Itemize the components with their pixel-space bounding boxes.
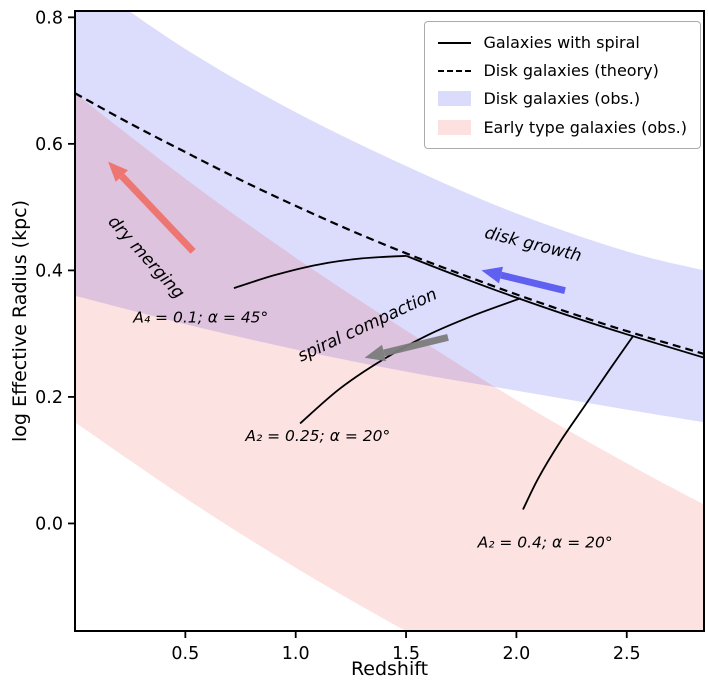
legend-item: Disk galaxies (obs.) [438, 89, 687, 108]
disk-galaxies-obs-band [75, 11, 704, 423]
axis-ticks: 0.5 1.0 1.5 2.0 2.5 0.0 0.2 0.4 0.6 0.8 [35, 8, 641, 664]
y-axis-label: log Effective Radius (kpc) [9, 199, 31, 443]
track-label-a4: A₄ = 0.1; α = 45° [132, 308, 268, 326]
legend-item: Galaxies with spiral [438, 33, 687, 52]
legend-swatch-line-solid [438, 41, 472, 44]
legend-swatch-patch [438, 119, 472, 135]
legend-swatch-patch [438, 91, 472, 107]
legend-item: Disk galaxies (theory) [438, 61, 687, 80]
dry-merging-arrow [108, 161, 196, 254]
track-label-a2-025: A₂ = 0.25; α = 20° [244, 427, 390, 445]
x-tick-label: 0.5 [171, 644, 199, 664]
track-a4-line [233, 254, 407, 289]
x-tick-label: 2.5 [613, 644, 641, 664]
spiral-compaction-arrow [364, 333, 449, 362]
legend-label: Early type galaxies (obs.) [483, 117, 687, 137]
y-tick-label: 0.6 [35, 135, 63, 155]
track-label-a2-04: A₂ = 0.4; α = 20° [477, 534, 613, 552]
legend: Galaxies with spiral Disk galaxies (theor… [424, 21, 701, 149]
spiral-main-line [405, 254, 704, 359]
y-tick-label: 0.8 [35, 8, 63, 28]
legend-label: Galaxies with spiral [483, 33, 640, 52]
theory-line [75, 92, 704, 355]
legend-swatch-line-dashed [438, 69, 472, 72]
legend-label: Disk galaxies (obs.) [483, 89, 641, 109]
early-type-galaxies-obs-band [75, 93, 704, 631]
x-tick-label: 1.5 [392, 644, 420, 664]
x-tick-label: 2.0 [502, 644, 530, 664]
disk-growth-arrow [481, 266, 566, 295]
legend-label: Disk galaxies (theory) [483, 61, 659, 81]
y-tick-label: 0.4 [35, 261, 63, 281]
track-a2-04-line [522, 335, 635, 510]
x-axis-label: Redshift [350, 658, 429, 680]
legend-item: Early type galaxies (obs.) [438, 118, 687, 137]
y-tick-label: 0.2 [35, 388, 63, 408]
x-tick-label: 1.0 [282, 644, 310, 664]
plot-area [75, 11, 704, 631]
y-tick-label: 0.0 [35, 514, 63, 534]
plot-frame [74, 10, 705, 632]
